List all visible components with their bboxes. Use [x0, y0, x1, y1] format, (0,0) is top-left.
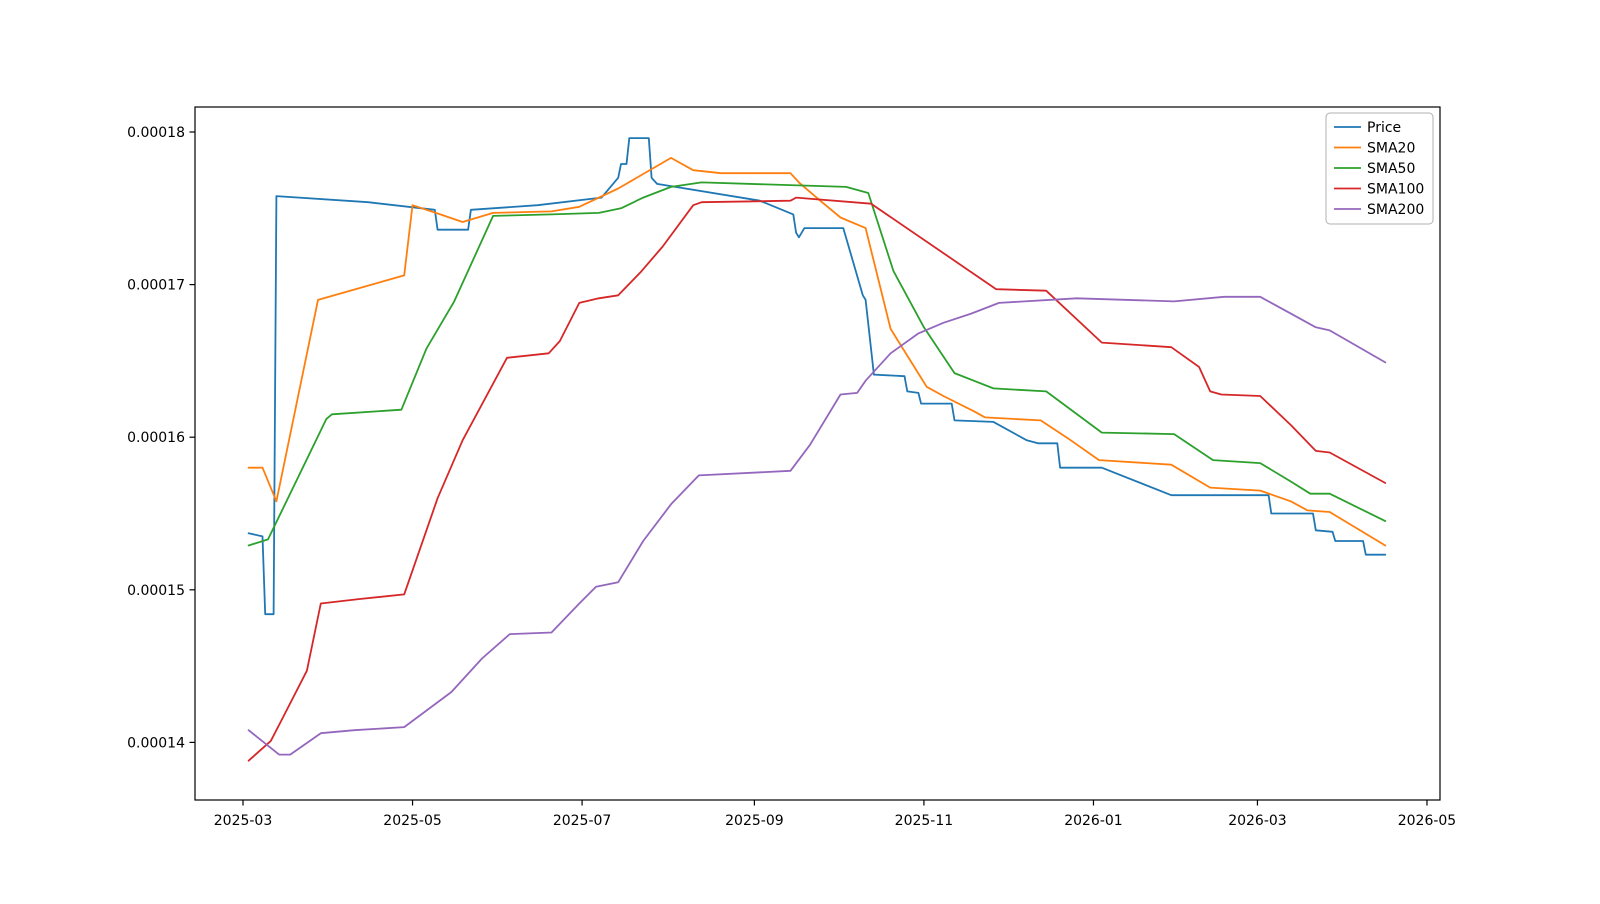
legend-item-sma100: SMA100	[1334, 182, 1424, 198]
plot-border	[194, 106, 1441, 801]
legend-label: SMA200	[1367, 202, 1424, 218]
legend-label: SMA100	[1367, 182, 1424, 198]
series-lines	[247, 137, 1387, 762]
legend-label: SMA50	[1367, 161, 1415, 177]
legend-box	[1325, 112, 1434, 225]
x-axis: 2025-03 2025-05 2025-07 2025-09 2025-11 2026-…	[214, 800, 1456, 829]
legend-item-sma200: SMA200	[1334, 202, 1424, 218]
x-tick-label: 2026-03	[1228, 813, 1287, 829]
x-tick-label: 2025-03	[214, 813, 273, 829]
y-tick-label: 0.00015	[127, 583, 185, 599]
series-sma20-line	[247, 157, 1387, 547]
series-sma200-line	[247, 295, 1387, 756]
legend: Price SMA20 SMA50 SMA100 SMA200	[1325, 112, 1434, 225]
y-tick-label: 0.00014	[127, 735, 185, 751]
x-tick-label: 2025-09	[725, 813, 784, 829]
y-tick-label: 0.00018	[127, 125, 185, 141]
series-price-line	[247, 137, 1387, 616]
legend-label: Price	[1367, 120, 1401, 136]
legend-item-price: Price	[1334, 120, 1401, 136]
x-tick-label: 2026-05	[1398, 813, 1457, 829]
y-tick-label: 0.00016	[127, 430, 185, 446]
series-sma100-line	[247, 196, 1387, 762]
x-tick-label: 2026-01	[1064, 813, 1123, 829]
x-tick-label: 2025-07	[553, 813, 612, 829]
series-sma50-line	[247, 181, 1387, 547]
x-tick-label: 2025-05	[383, 813, 442, 829]
legend-item-sma20: SMA20	[1334, 141, 1415, 157]
legend-item-sma50: SMA50	[1334, 161, 1415, 177]
y-tick-label: 0.00017	[127, 278, 185, 294]
x-tick-label: 2025-11	[895, 813, 954, 829]
legend-label: SMA20	[1367, 141, 1415, 157]
y-axis: 0.00018 0.00017 0.00016 0.00015 0.00014	[127, 125, 195, 751]
